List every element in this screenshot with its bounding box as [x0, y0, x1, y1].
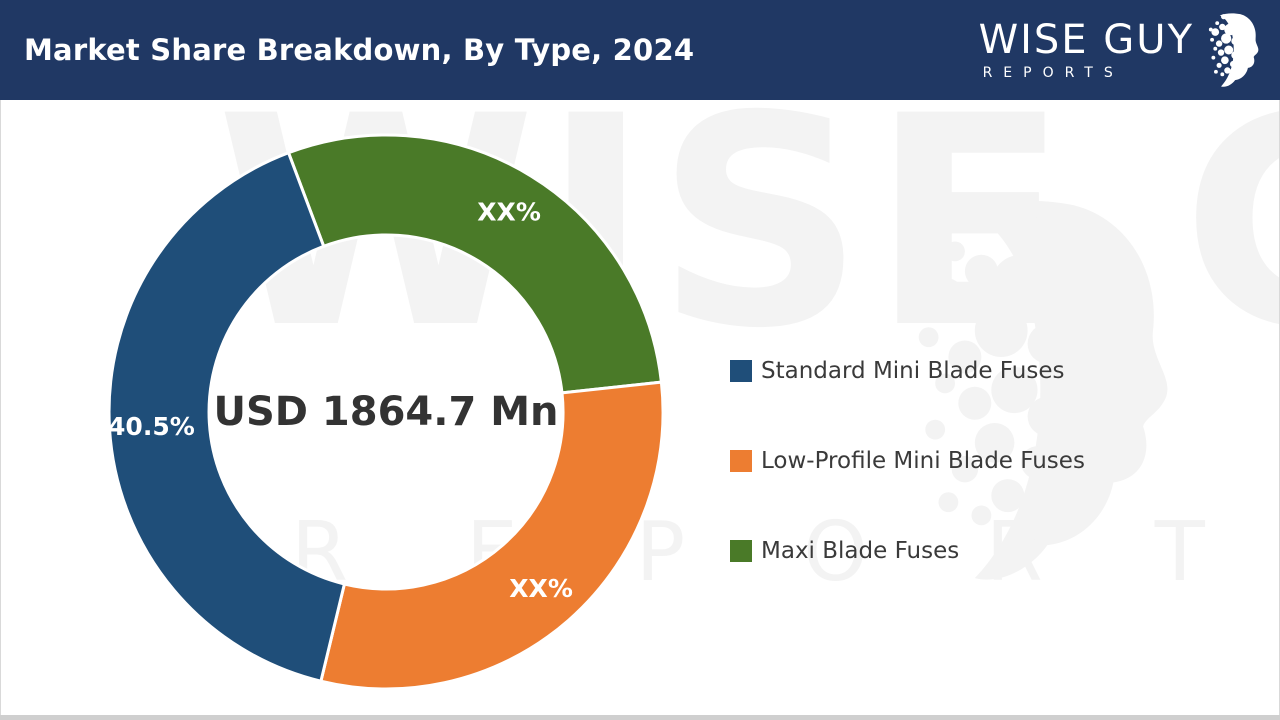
bottom-bar — [0, 715, 1280, 720]
wise-guy-logo: WISE GUY REPORTS — [979, 10, 1262, 90]
legend-label-0: Standard Mini Blade Fuses — [761, 358, 1065, 384]
legend-item-1[interactable]: Low-Profile Mini Blade Fuses — [730, 445, 1085, 477]
legend-swatch-2 — [730, 540, 752, 562]
center-value-label: USD 1864.7 Mn — [213, 389, 559, 435]
logo-text: WISE GUY REPORTS — [979, 20, 1194, 81]
pie-segment-maxi-blade-fuses[interactable] — [287, 133, 663, 395]
logo-face-icon — [1208, 13, 1259, 87]
legend: Standard Mini Blade Fuses Low-Profile Min… — [730, 355, 1085, 567]
pie-label-maxi-blade-fuses: XX% — [477, 197, 541, 226]
header-bar: Market Share Breakdown, By Type, 2024 WI… — [0, 0, 1280, 100]
pie-segment-low-profile-mini-blade-fuses[interactable] — [319, 380, 665, 691]
legend-item-2[interactable]: Maxi Blade Fuses — [730, 535, 1085, 567]
logo-subtitle: REPORTS — [982, 64, 1124, 81]
legend-label-2: Maxi Blade Fuses — [761, 538, 960, 564]
legend-item-0[interactable]: Standard Mini Blade Fuses — [730, 355, 1085, 387]
logo-wordmark: WISE GUY — [978, 16, 1194, 63]
pie-segment-standard-mini-blade-fuses[interactable] — [107, 151, 346, 683]
chart-area: WISE GUY REPORTS XX%XX%40.5% USD 1864.7 … — [0, 100, 1280, 715]
pie-label-low-profile-mini-blade-fuses: XX% — [509, 574, 573, 603]
pie-label-standard-mini-blade-fuses: 40.5% — [108, 412, 195, 441]
legend-swatch-1 — [730, 450, 752, 472]
page-title: Market Share Breakdown, By Type, 2024 — [24, 33, 695, 67]
legend-swatch-0 — [730, 360, 752, 382]
legend-label-1: Low-Profile Mini Blade Fuses — [761, 448, 1085, 474]
donut-chart: XX% XX% 40.5% — [107, 133, 665, 691]
